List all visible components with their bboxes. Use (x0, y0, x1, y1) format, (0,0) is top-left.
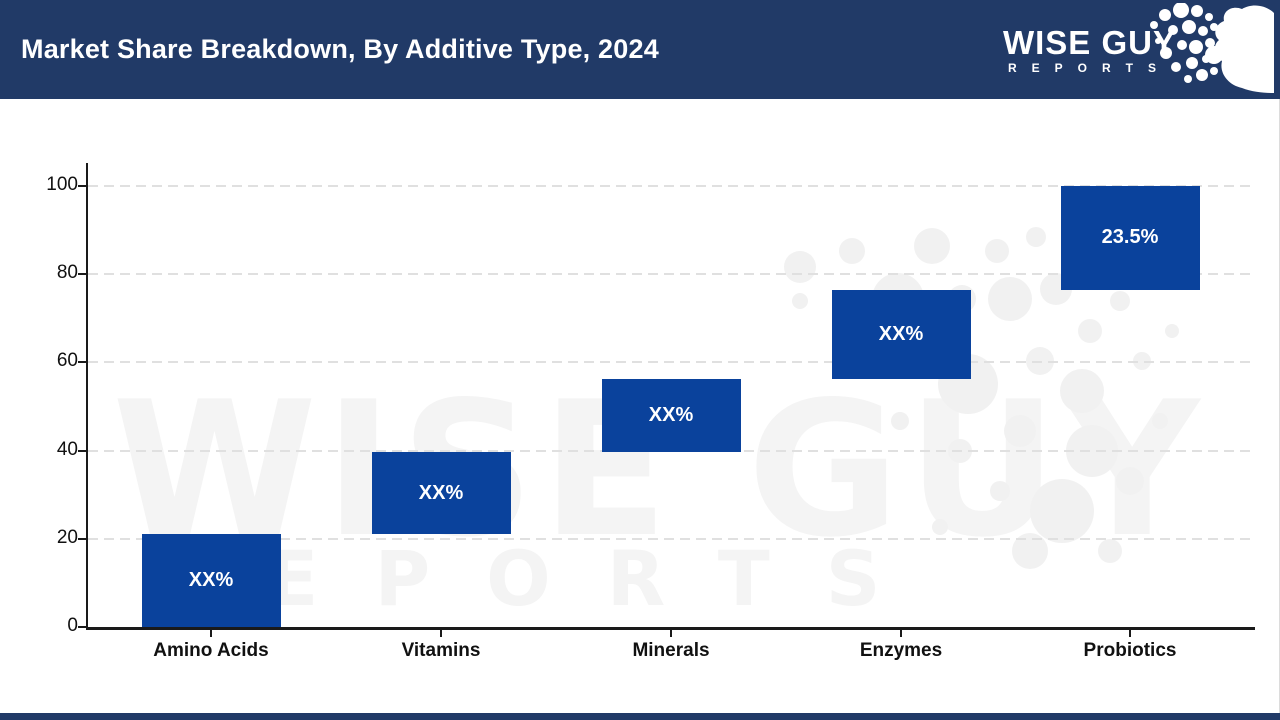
header: Market Share Breakdown, By Additive Type… (0, 0, 1280, 99)
x-category-label-enzymes: Enzymes (859, 640, 943, 661)
bar-probiotics: 23.5% (1060, 186, 1200, 290)
logo-face-icon (1150, 2, 1274, 93)
logo-text: WISE GUY REPORTS (1003, 26, 1176, 74)
logo-wordmark: WISE GUY (1002, 23, 1176, 61)
x-tick-mark (210, 630, 212, 637)
x-category-label-amino-acids: Amino Acids (153, 640, 269, 661)
bar-amino-acids: XX% (141, 534, 281, 627)
logo-subtext: REPORTS (1007, 60, 1171, 75)
y-tick-mark (78, 537, 88, 540)
watermark-dots (784, 227, 1179, 569)
y-tick-mark (78, 449, 88, 452)
y-tick-label: 20 (56, 526, 78, 548)
y-tick-label: 0 (67, 615, 78, 636)
x-tick-mark (670, 630, 672, 637)
x-tick-mark (1129, 630, 1131, 637)
y-tick-label: 60 (56, 350, 78, 372)
gridline-80 (88, 273, 1255, 276)
bar-value-label: XX% (878, 322, 924, 345)
x-category-label-minerals: Minerals (632, 640, 710, 661)
x-tick-mark (440, 630, 442, 637)
y-tick-mark (78, 361, 88, 364)
bar-value-label: XX% (418, 481, 464, 504)
y-tick-mark (78, 185, 88, 187)
logo: WISE GUY REPORTS (1003, 0, 1274, 99)
gridline-100 (88, 185, 1255, 187)
y-tick-label: 80 (56, 262, 78, 284)
bar-minerals: XX% (601, 379, 741, 452)
x-category-label-vitamins: Vitamins (401, 640, 481, 661)
y-tick-mark (78, 626, 88, 628)
y-tick-label: 100 (46, 174, 78, 195)
gridline-60 (88, 361, 1255, 364)
page-title: Market Share Breakdown, By Additive Type… (21, 34, 659, 64)
y-tick-label: 40 (56, 438, 78, 460)
gridline-20 (88, 537, 1255, 540)
y-tick-mark (78, 273, 88, 276)
x-axis (86, 627, 1255, 630)
x-tick-mark (900, 630, 902, 637)
bar-vitamins: XX% (371, 451, 511, 535)
bar-value-label: 23.5% (1101, 226, 1159, 249)
x-category-label-probiotics: Probiotics (1083, 640, 1177, 661)
bar-value-label: XX% (648, 404, 694, 427)
footer-band (0, 713, 1280, 720)
y-axis (86, 163, 88, 630)
bar-value-label: XX% (188, 569, 234, 592)
bar-enzymes: XX% (831, 289, 971, 380)
